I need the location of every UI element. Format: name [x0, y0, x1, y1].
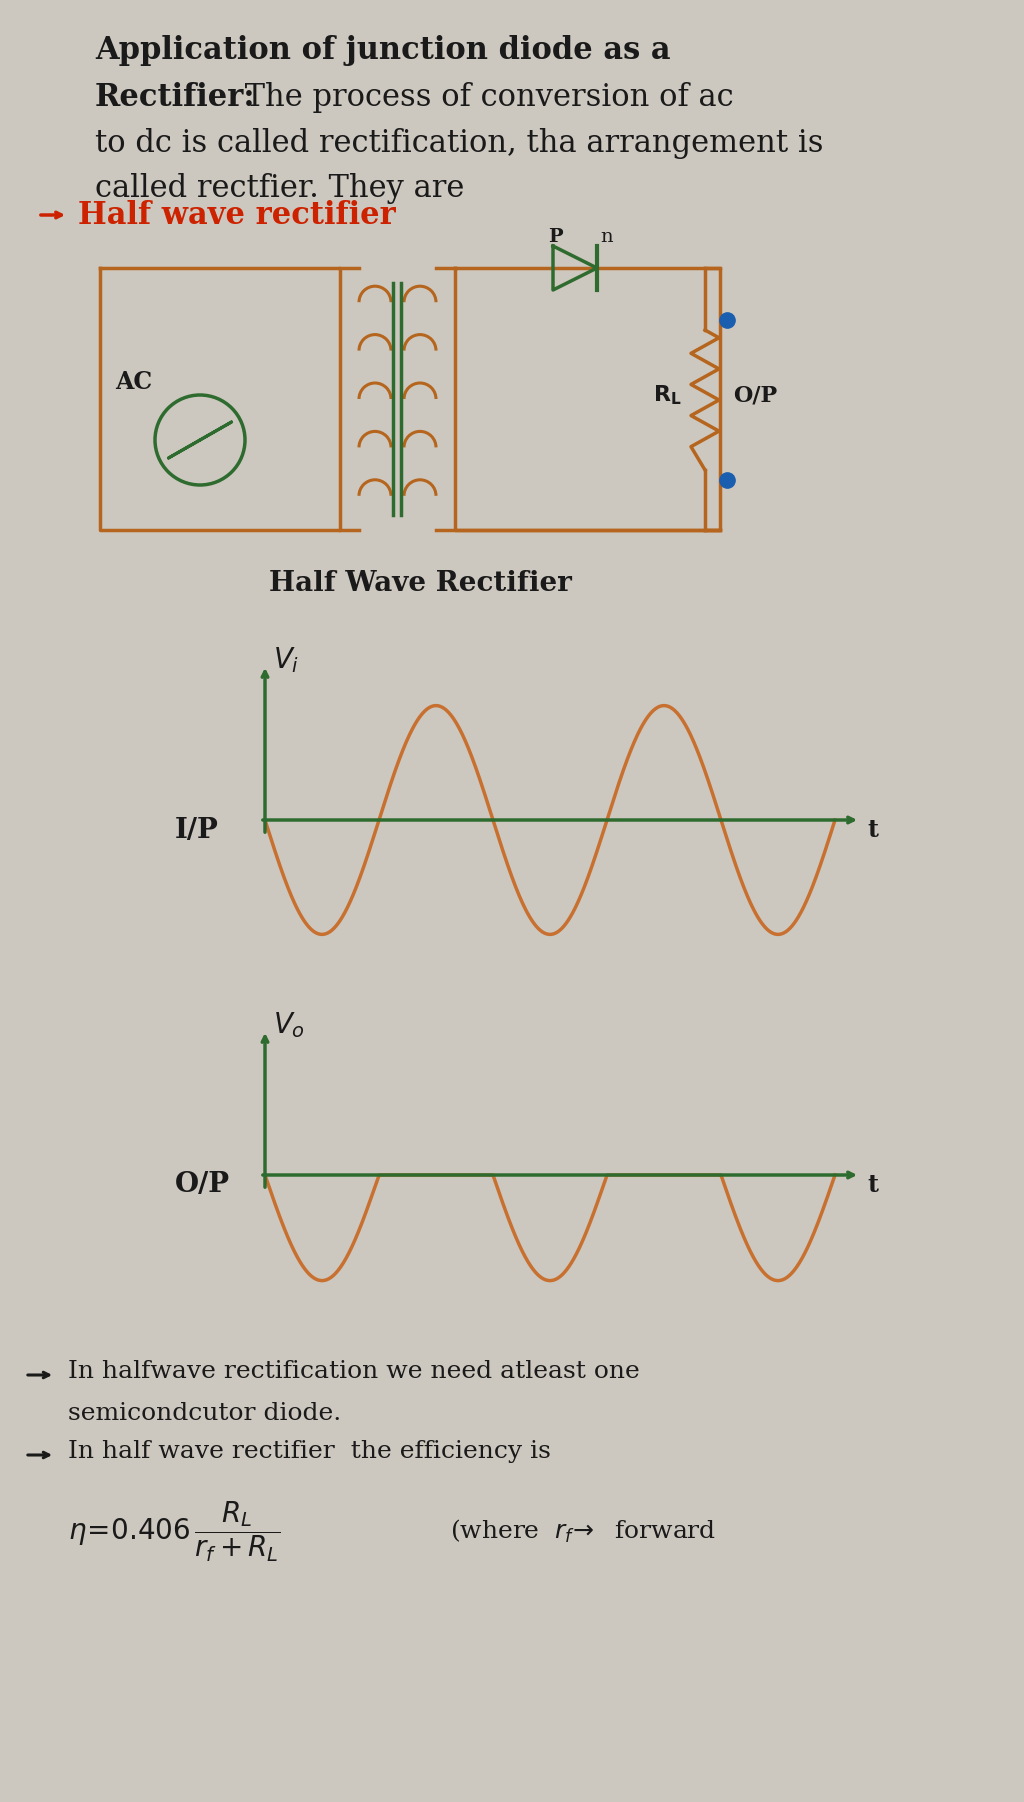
Text: semicondcutor diode.: semicondcutor diode.: [68, 1402, 341, 1425]
Text: $\eta\!=\!0.406\,\dfrac{R_L}{r_f+R_L}$: $\eta\!=\!0.406\,\dfrac{R_L}{r_f+R_L}$: [68, 1499, 281, 1564]
Text: $V_o$: $V_o$: [273, 1011, 305, 1040]
Text: Application of junction diode as a: Application of junction diode as a: [95, 34, 671, 67]
Text: O/P: O/P: [733, 384, 777, 405]
Text: n: n: [600, 229, 612, 247]
Text: (where  $r_f \!\rightarrow$  forward: (where $r_f \!\rightarrow$ forward: [450, 1517, 716, 1544]
Text: AC: AC: [115, 369, 153, 395]
Text: to dc is called rectification, tha arrangement is: to dc is called rectification, tha arran…: [95, 128, 823, 159]
Text: I/P: I/P: [175, 816, 219, 843]
Text: O/P: O/P: [175, 1171, 230, 1198]
Text: P: P: [548, 229, 562, 247]
Text: Rectifier:: Rectifier:: [95, 83, 256, 114]
Text: In halfwave rectification we need atleast one: In halfwave rectification we need atleas…: [68, 1361, 640, 1382]
Text: $\mathbf{R_L}$: $\mathbf{R_L}$: [653, 384, 682, 407]
Text: $V_i$: $V_i$: [273, 645, 299, 676]
Text: In half wave rectifier  the efficiency is: In half wave rectifier the efficiency is: [68, 1440, 551, 1463]
Text: Half wave rectifier: Half wave rectifier: [78, 200, 395, 231]
Text: t: t: [867, 1173, 878, 1197]
Text: t: t: [867, 818, 878, 842]
Text: The process of conversion of ac: The process of conversion of ac: [234, 83, 733, 114]
Text: Half Wave Rectifier: Half Wave Rectifier: [268, 569, 571, 596]
Text: called rectfier. They are: called rectfier. They are: [95, 173, 464, 204]
